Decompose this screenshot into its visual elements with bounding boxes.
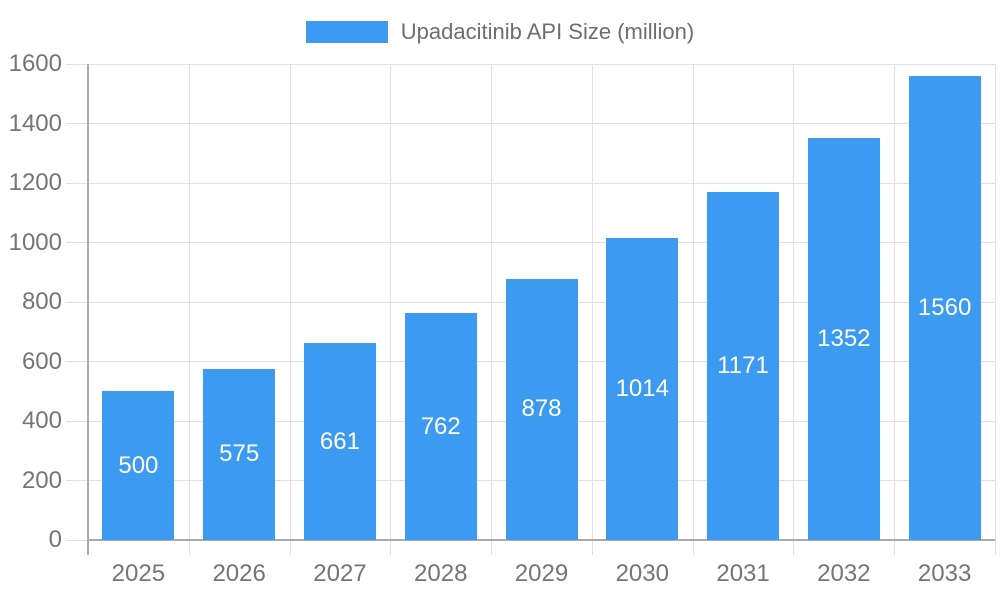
- y-axis-tick-label: 400: [21, 407, 62, 434]
- v-gridline: [591, 64, 593, 555]
- h-gridline: [66, 182, 995, 184]
- bar[interactable]: 1014: [606, 238, 679, 540]
- bar[interactable]: 1352: [807, 137, 880, 540]
- bar-value-label: 500: [118, 451, 159, 479]
- y-axis-tick-label: 600: [21, 347, 62, 375]
- y-axis-tick-label: 800: [21, 288, 62, 315]
- v-gridline: [792, 64, 794, 555]
- y-axis-tick-label: 1600: [8, 50, 62, 77]
- legend-swatch: [305, 21, 388, 43]
- y-axis-labels: 0 200 400 600 800 1000 1200 1400 1600: [0, 52, 62, 552]
- x-axis-tick-label: 2025: [111, 560, 166, 587]
- bar-value-label: 575: [219, 440, 260, 468]
- legend-label: Upadacitinib API Size (million): [400, 19, 695, 44]
- v-gridline: [692, 64, 694, 555]
- y-axis-tick-label: 0: [48, 526, 62, 553]
- bar-value-label: 1352: [817, 324, 871, 352]
- h-gridline: [66, 123, 995, 124]
- bar-value-label: 1560: [917, 293, 972, 321]
- bar[interactable]: 661: [303, 343, 376, 540]
- bar-value-label: 1014: [615, 375, 669, 403]
- x-axis-tick-label: 2033: [917, 560, 972, 587]
- x-axis-tick-label: 2026: [212, 560, 266, 587]
- x-axis-tick-label: 2029: [514, 560, 569, 587]
- x-axis-tick-label: 2031: [716, 560, 770, 587]
- x-axis-line: [88, 539, 995, 541]
- y-axis-line: [87, 64, 89, 555]
- v-gridline: [490, 64, 492, 555]
- x-axis-labels: 2025 2026 2027 2028 2029 2030 2031 2032 2033: [88, 559, 995, 589]
- bar[interactable]: 1560: [908, 75, 981, 540]
- bar[interactable]: 500: [102, 391, 175, 540]
- y-axis-tick-label: 200: [21, 466, 62, 494]
- y-axis-tick-label: 1200: [8, 169, 62, 196]
- bar-value-label: 878: [521, 395, 562, 423]
- h-gridline: [66, 242, 995, 243]
- y-axis-tick-label: 1000: [8, 228, 62, 256]
- bar-value-label: 762: [420, 412, 461, 440]
- v-gridline: [389, 64, 391, 555]
- bar-value-label: 661: [319, 427, 360, 455]
- bar[interactable]: 1171: [707, 191, 780, 540]
- v-gridline: [188, 64, 190, 555]
- bar[interactable]: 575: [203, 368, 276, 540]
- y-axis-tick-label: 1400: [8, 109, 62, 137]
- v-gridline: [289, 64, 291, 555]
- x-axis-tick-label: 2028: [414, 560, 468, 587]
- h-gridline: [66, 63, 995, 65]
- legend: Upadacitinib API Size (million): [0, 19, 1000, 45]
- bar-value-label: 1171: [717, 351, 769, 379]
- x-axis-tick-label: 2027: [313, 560, 367, 587]
- v-gridline: [893, 64, 895, 555]
- bar[interactable]: 878: [505, 278, 578, 540]
- x-axis-tick-label: 2030: [615, 560, 669, 587]
- bar[interactable]: 762: [404, 313, 477, 540]
- v-gridline: [994, 64, 996, 555]
- x-axis-tick-label: 2032: [817, 560, 871, 587]
- plot-area: 500 575 661 762 878 1014 1171 1352 1560: [66, 63, 996, 555]
